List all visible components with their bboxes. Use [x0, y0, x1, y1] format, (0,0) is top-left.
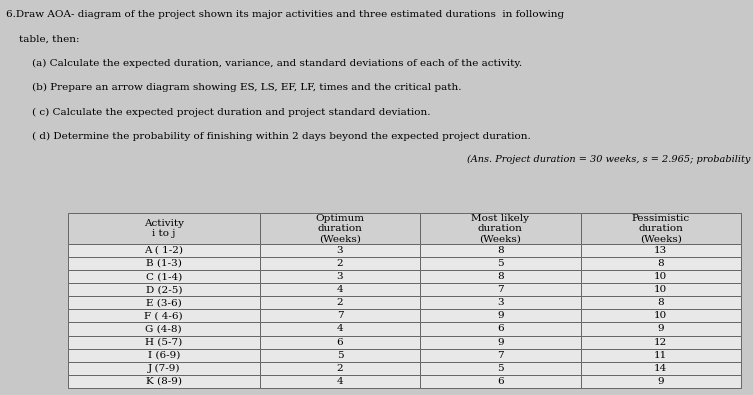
Text: 7: 7 — [497, 285, 504, 294]
Text: C (1-4): C (1-4) — [145, 272, 182, 281]
Text: 9: 9 — [657, 324, 664, 333]
Text: 4: 4 — [337, 324, 343, 333]
Text: 8: 8 — [657, 298, 664, 307]
Text: I (6-9): I (6-9) — [148, 351, 180, 360]
Text: ( c) Calculate the expected project duration and project standard deviation.: ( c) Calculate the expected project dura… — [6, 108, 431, 117]
Text: 8: 8 — [497, 246, 504, 255]
Text: F ( 4-6): F ( 4-6) — [145, 311, 183, 320]
Text: 5: 5 — [497, 259, 504, 268]
Text: 6: 6 — [337, 338, 343, 346]
Text: 3: 3 — [337, 272, 343, 281]
Text: 8: 8 — [497, 272, 504, 281]
Text: 12: 12 — [654, 338, 667, 346]
Text: 10: 10 — [654, 285, 667, 294]
Text: 14: 14 — [654, 364, 667, 373]
Text: 5: 5 — [337, 351, 343, 360]
Text: 10: 10 — [654, 311, 667, 320]
Text: 4: 4 — [337, 377, 343, 386]
Text: 6.Draw AOA- diagram of the project shown its major activities and three estimate: 6.Draw AOA- diagram of the project shown… — [6, 10, 564, 19]
Text: (Ans. Project duration = 30 weeks, s = 2.965; probability = 50%): (Ans. Project duration = 30 weeks, s = 2… — [467, 155, 753, 164]
Text: 8: 8 — [657, 259, 664, 268]
Text: B (1-3): B (1-3) — [146, 259, 181, 268]
Text: Pessimistic
duration
(Weeks): Pessimistic duration (Weeks) — [632, 214, 690, 243]
Text: 2: 2 — [337, 259, 343, 268]
Text: Optimum
duration
(Weeks): Optimum duration (Weeks) — [316, 214, 364, 243]
Text: 9: 9 — [657, 377, 664, 386]
Text: 2: 2 — [337, 298, 343, 307]
Text: A ( 1-2): A ( 1-2) — [145, 246, 183, 255]
Text: 5: 5 — [497, 364, 504, 373]
Text: 7: 7 — [497, 351, 504, 360]
Text: 6: 6 — [497, 377, 504, 386]
Text: 4: 4 — [337, 285, 343, 294]
Text: ( d) Determine the probability of finishing within 2 days beyond the expected pr: ( d) Determine the probability of finish… — [6, 132, 531, 141]
Text: D (2-5): D (2-5) — [145, 285, 182, 294]
Text: 10: 10 — [654, 272, 667, 281]
Text: J (7-9): J (7-9) — [148, 364, 180, 373]
Text: G (4-8): G (4-8) — [145, 324, 182, 333]
Text: 3: 3 — [337, 246, 343, 255]
Text: K (8-9): K (8-9) — [146, 377, 181, 386]
Text: table, then:: table, then: — [6, 34, 80, 43]
Text: 7: 7 — [337, 311, 343, 320]
Text: 9: 9 — [497, 311, 504, 320]
Text: Activity
i to j: Activity i to j — [144, 219, 184, 238]
Text: 6: 6 — [497, 324, 504, 333]
Text: Most likely
duration
(Weeks): Most likely duration (Weeks) — [471, 214, 529, 243]
Text: 13: 13 — [654, 246, 667, 255]
Text: 11: 11 — [654, 351, 667, 360]
Text: (a) Calculate the expected duration, variance, and standard deviations of each o: (a) Calculate the expected duration, var… — [6, 59, 522, 68]
Text: E (3-6): E (3-6) — [146, 298, 181, 307]
Text: H (5-7): H (5-7) — [145, 338, 182, 346]
Text: 3: 3 — [497, 298, 504, 307]
Text: (b) Prepare an arrow diagram showing ES, LS, EF, LF, times and the critical path: (b) Prepare an arrow diagram showing ES,… — [6, 83, 462, 92]
Text: 2: 2 — [337, 364, 343, 373]
Text: 9: 9 — [497, 338, 504, 346]
